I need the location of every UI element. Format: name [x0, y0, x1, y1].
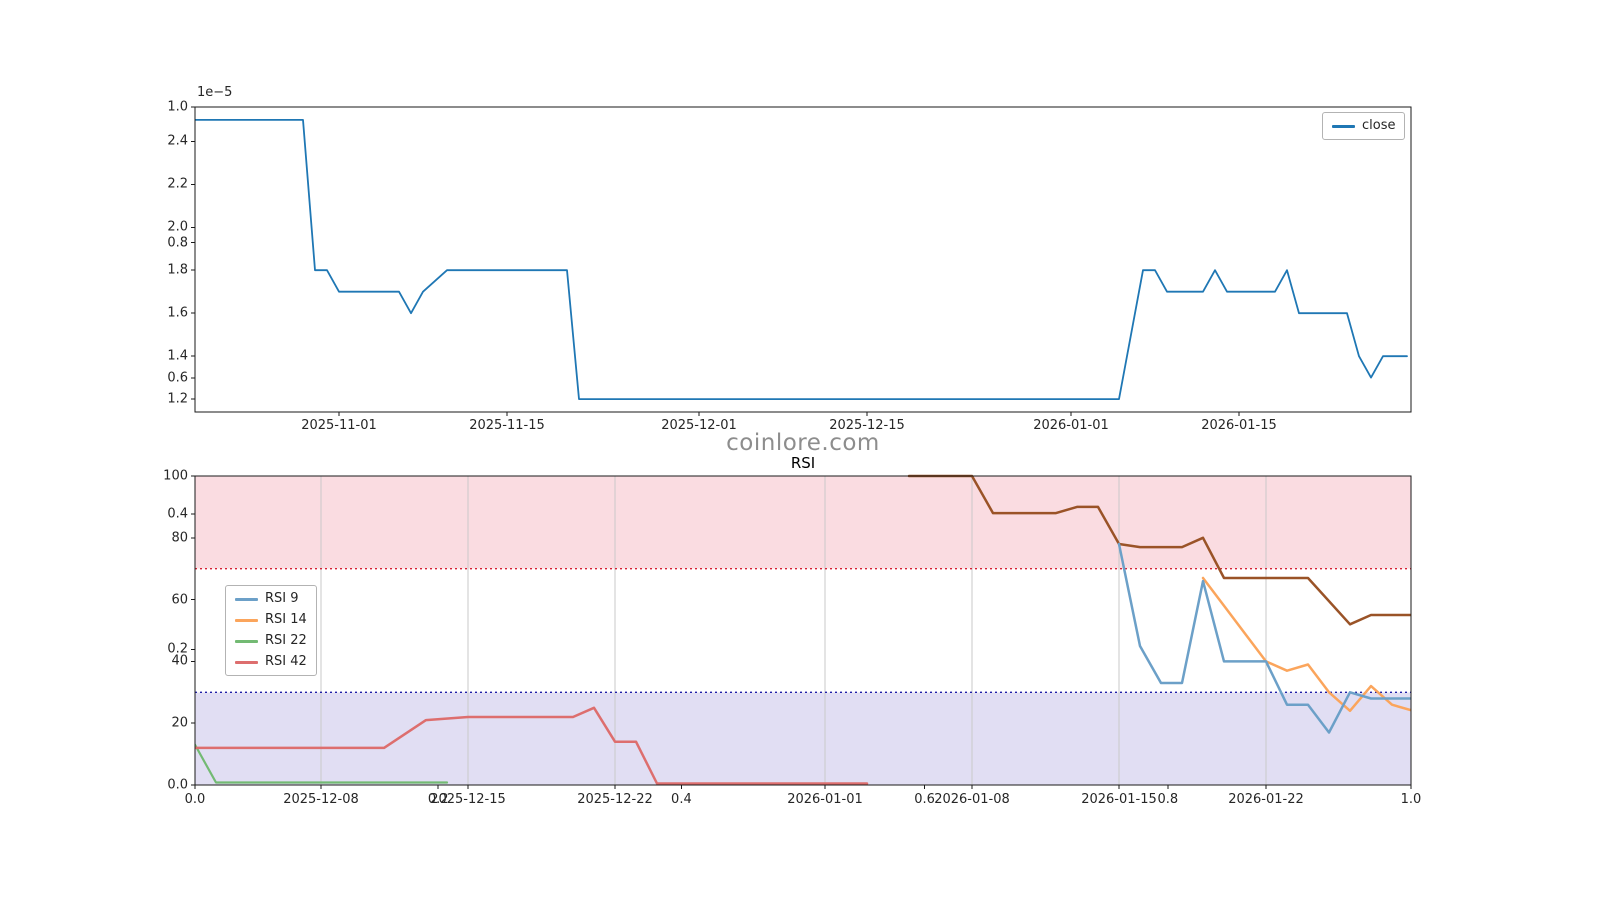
legend-line-swatch	[235, 660, 258, 664]
series-rsi-42	[907, 474, 1411, 626]
legend-label: close	[1362, 118, 1396, 133]
watermark-text: coinlore.com	[726, 430, 880, 456]
legend-label: RSI 14	[265, 612, 307, 627]
legend-line-swatch	[235, 597, 258, 601]
panel-spine	[194, 475, 1412, 786]
legend-line-swatch	[235, 618, 258, 622]
legend-label: RSI 9	[265, 591, 299, 606]
legend-item: RSI 22	[235, 633, 307, 649]
legend-label: RSI 22	[265, 633, 307, 648]
legend-item: RSI 9	[235, 591, 307, 607]
series-rsi-22	[195, 743, 449, 784]
series-rsi-14	[1201, 576, 1411, 713]
legend-label: RSI 42	[265, 654, 307, 669]
legend-line-swatch	[235, 639, 258, 643]
series-rsi-42	[195, 706, 869, 785]
series-rsi-9	[1117, 542, 1411, 734]
series-close	[195, 119, 1408, 401]
legend-line-swatch	[1332, 124, 1355, 128]
legend-close: close	[1322, 112, 1406, 140]
rsi-band	[195, 476, 1411, 569]
panel-spine	[194, 106, 1412, 413]
rsi-band	[195, 692, 1411, 785]
legend-rsi: RSI 9 RSI 14 RSI 22 RSI 42	[225, 585, 317, 676]
legend-item: RSI 14	[235, 612, 307, 628]
legend-item: close	[1332, 118, 1395, 134]
rsi-chart-title: RSI	[790, 454, 816, 472]
y-axis-offset-label: 1e−5	[197, 85, 233, 100]
legend-item: RSI 42	[235, 654, 307, 670]
